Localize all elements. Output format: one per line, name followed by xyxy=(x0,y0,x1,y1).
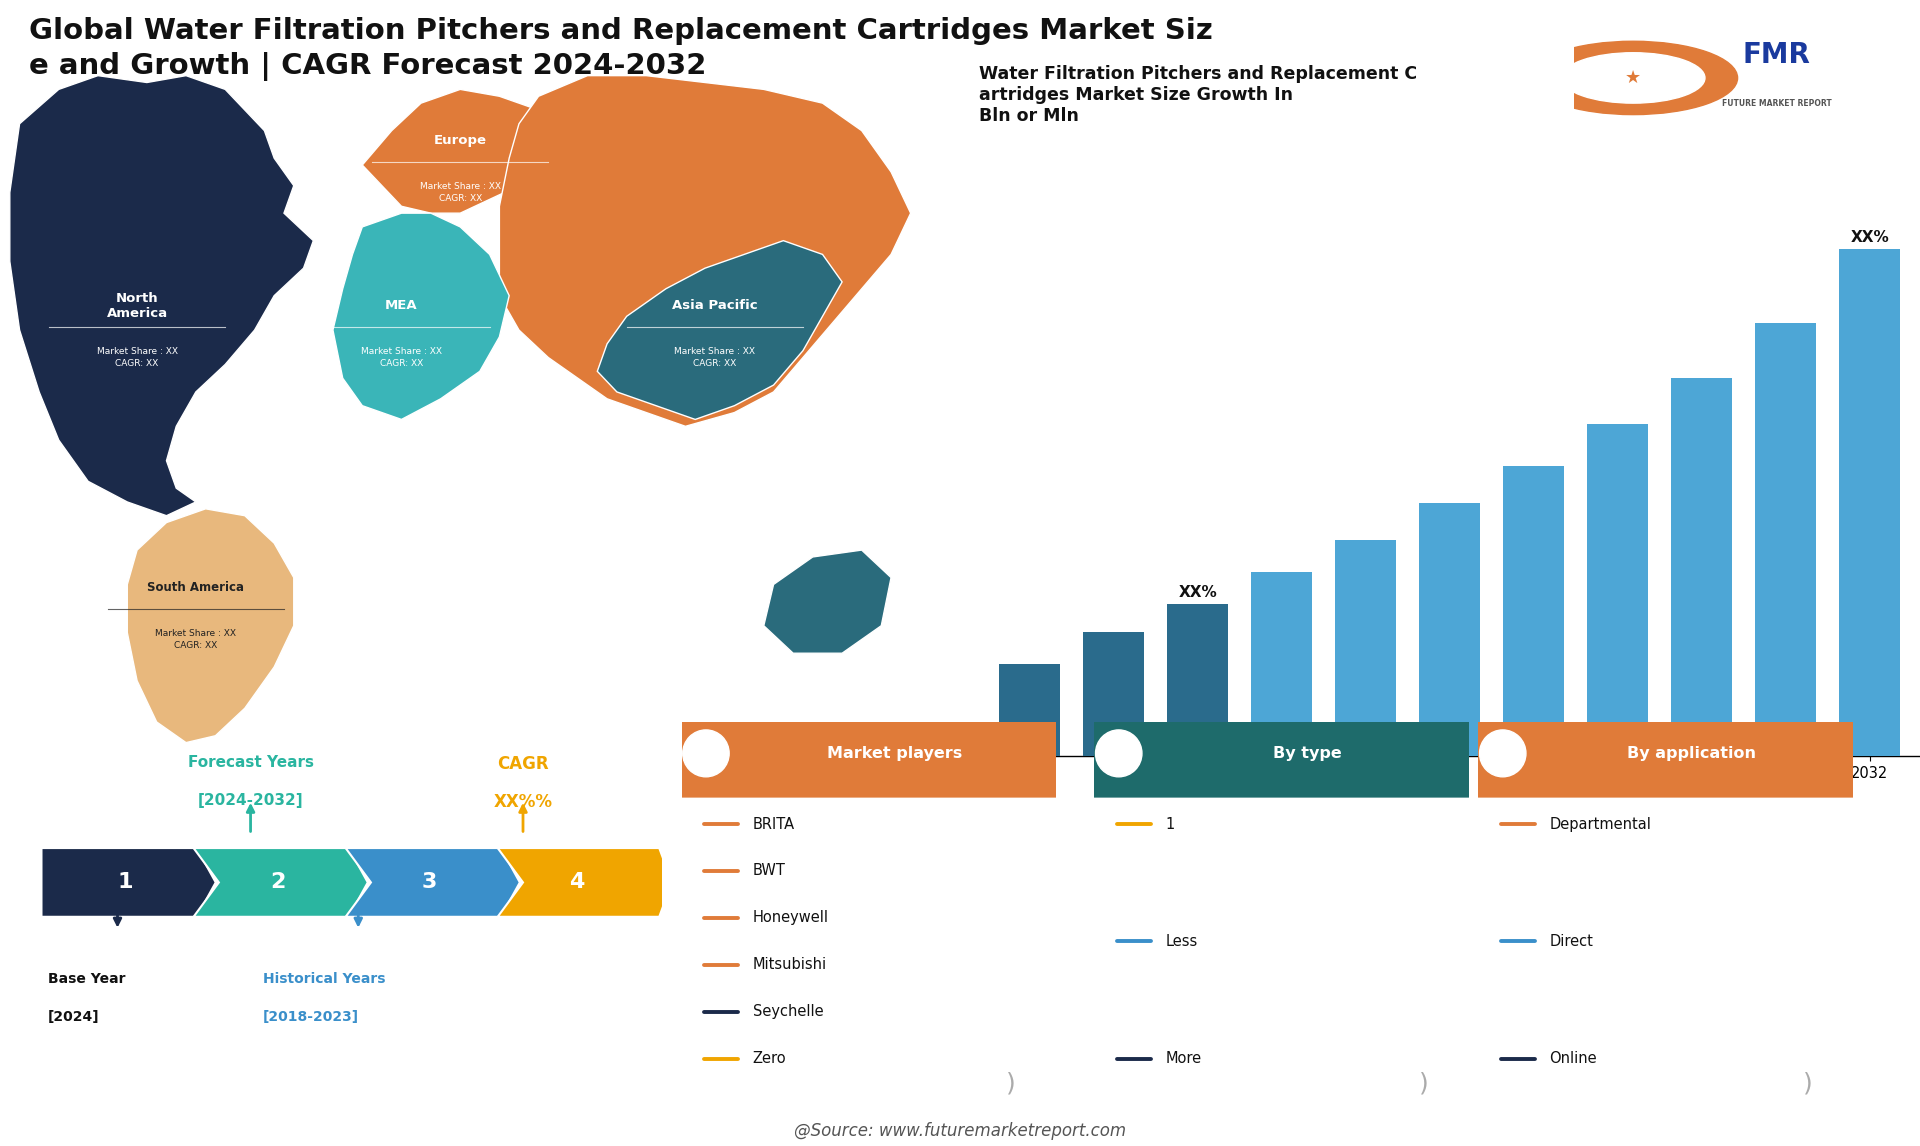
Text: Market Share : XX
CAGR: XX: Market Share : XX CAGR: XX xyxy=(420,182,501,203)
FancyBboxPatch shape xyxy=(1471,779,1860,1104)
Text: Zero: Zero xyxy=(753,1051,787,1066)
Polygon shape xyxy=(127,509,294,743)
Bar xyxy=(1755,323,1816,756)
Bar xyxy=(1839,249,1901,756)
Text: Departmental: Departmental xyxy=(1549,817,1651,832)
Text: South America: South America xyxy=(148,581,244,595)
Bar xyxy=(1670,378,1732,756)
Text: XX%: XX% xyxy=(1851,229,1889,245)
Circle shape xyxy=(684,730,730,777)
Polygon shape xyxy=(597,241,843,419)
Text: Historical Years: Historical Years xyxy=(263,972,386,986)
Text: More: More xyxy=(1165,1051,1202,1066)
Text: By application: By application xyxy=(1628,746,1757,761)
Text: Online: Online xyxy=(1549,1051,1597,1066)
Text: 4: 4 xyxy=(568,872,584,893)
Text: MEA: MEA xyxy=(386,299,419,313)
Bar xyxy=(1588,424,1647,756)
Text: Market players: Market players xyxy=(828,746,962,761)
Bar xyxy=(1167,604,1229,756)
Text: Forecast Years: Forecast Years xyxy=(188,755,313,770)
FancyBboxPatch shape xyxy=(1087,779,1476,1104)
FancyBboxPatch shape xyxy=(674,779,1064,1104)
Text: North
America: North America xyxy=(106,292,167,320)
Bar xyxy=(1083,631,1144,756)
Text: ): ) xyxy=(1803,1072,1812,1096)
Bar xyxy=(1336,540,1396,756)
Text: Market Share : XX
CAGR: XX: Market Share : XX CAGR: XX xyxy=(674,347,755,368)
Text: FMR: FMR xyxy=(1743,41,1811,69)
Bar xyxy=(1252,572,1311,756)
Text: @Source: www.futuremarketreport.com: @Source: www.futuremarketreport.com xyxy=(795,1122,1125,1140)
Text: Market Share : XX
CAGR: XX: Market Share : XX CAGR: XX xyxy=(156,629,236,650)
Circle shape xyxy=(1528,41,1738,115)
Polygon shape xyxy=(363,89,559,213)
Text: Global Water Filtration Pitchers and Replacement Cartridges Market Siz
e and Gro: Global Water Filtration Pitchers and Rep… xyxy=(29,17,1213,80)
Polygon shape xyxy=(764,550,891,653)
Text: XX%%: XX%% xyxy=(493,793,553,811)
Circle shape xyxy=(1480,730,1526,777)
Text: 1: 1 xyxy=(117,872,132,893)
Text: BRITA: BRITA xyxy=(753,817,795,832)
Text: FUTURE MARKET REPORT: FUTURE MARKET REPORT xyxy=(1722,99,1832,108)
Text: ★: ★ xyxy=(1624,69,1642,87)
Text: Mitsubishi: Mitsubishi xyxy=(753,957,828,972)
Circle shape xyxy=(1096,730,1142,777)
Text: ): ) xyxy=(1006,1072,1016,1096)
Polygon shape xyxy=(42,848,215,917)
Text: Seychelle: Seychelle xyxy=(753,1004,824,1019)
Circle shape xyxy=(1561,53,1705,103)
Text: [2024-2032]: [2024-2032] xyxy=(198,793,303,808)
Text: Market Share : XX
CAGR: XX: Market Share : XX CAGR: XX xyxy=(361,347,442,368)
Polygon shape xyxy=(332,213,509,419)
Polygon shape xyxy=(194,848,369,917)
Text: ): ) xyxy=(1419,1072,1428,1096)
Text: Asia Pacific: Asia Pacific xyxy=(672,299,758,313)
FancyBboxPatch shape xyxy=(1463,708,1868,798)
Polygon shape xyxy=(499,76,910,426)
Text: 2: 2 xyxy=(271,872,286,893)
Text: Europe: Europe xyxy=(434,134,488,148)
FancyBboxPatch shape xyxy=(666,708,1071,798)
Text: 3: 3 xyxy=(422,872,438,893)
Text: By type: By type xyxy=(1273,746,1342,761)
Text: 1: 1 xyxy=(1165,817,1175,832)
Polygon shape xyxy=(497,848,672,917)
Text: Honeywell: Honeywell xyxy=(753,910,829,925)
Text: Water Filtration Pitchers and Replacement C
artridges Market Size Growth In
Bln : Water Filtration Pitchers and Replacemen… xyxy=(979,65,1417,125)
Text: CAGR: CAGR xyxy=(497,755,549,774)
Text: BWT: BWT xyxy=(753,863,785,879)
Text: Base Year: Base Year xyxy=(48,972,125,986)
Bar xyxy=(1000,665,1060,756)
Bar xyxy=(1419,503,1480,756)
Text: XX%: XX% xyxy=(1179,584,1217,599)
Polygon shape xyxy=(346,848,520,917)
Text: [2018-2023]: [2018-2023] xyxy=(263,1010,359,1023)
Text: [2024]: [2024] xyxy=(48,1010,100,1023)
Text: Direct: Direct xyxy=(1549,934,1594,949)
Text: Less: Less xyxy=(1165,934,1198,949)
Bar xyxy=(1503,465,1565,756)
Polygon shape xyxy=(10,76,313,516)
FancyBboxPatch shape xyxy=(1079,708,1484,798)
Text: Market Share : XX
CAGR: XX: Market Share : XX CAGR: XX xyxy=(96,347,177,368)
